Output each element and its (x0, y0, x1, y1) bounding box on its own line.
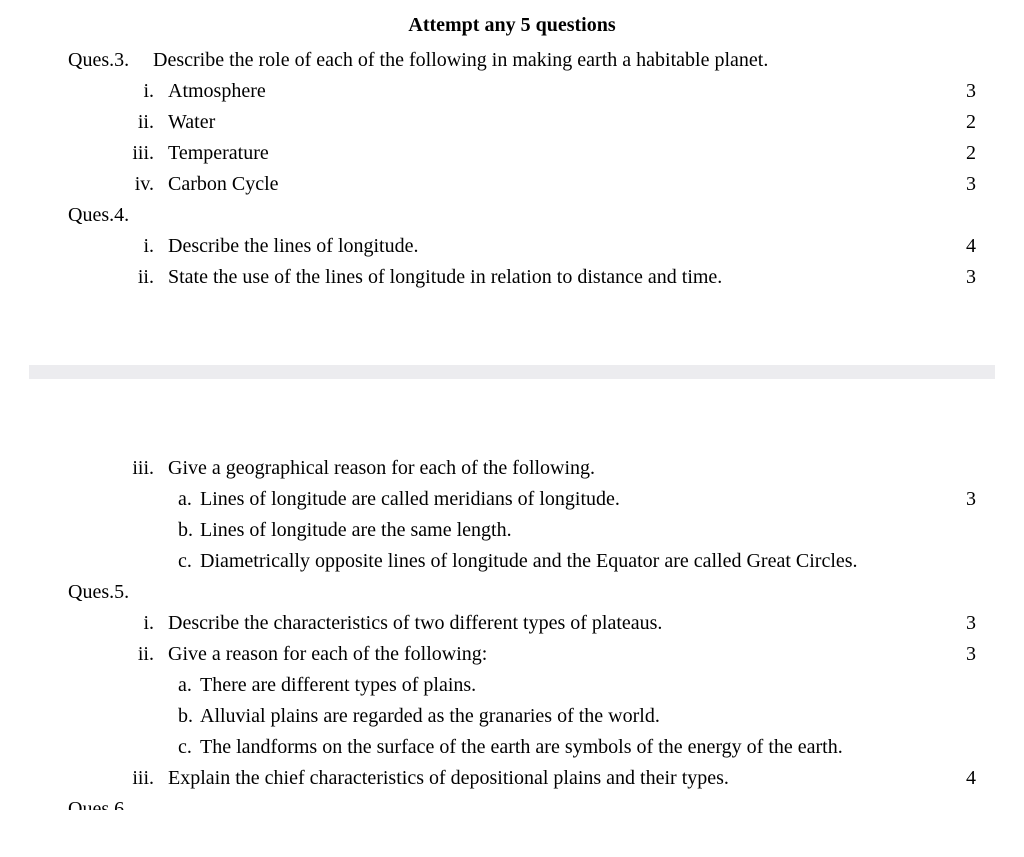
subitem-letter: a. (178, 670, 200, 701)
question-6-cutoff: Ques.6. (48, 794, 976, 810)
subitem-marks: 3 (946, 484, 976, 515)
subitem-text: Alluvial plains are regarded as the gran… (200, 701, 976, 732)
question-3-header: Ques.3. Describe the role of each of the… (48, 45, 976, 76)
item-number: ii. (128, 262, 168, 293)
item-marks: 2 (946, 138, 976, 169)
question-4-label: Ques.4. (68, 200, 148, 231)
item-marks: 3 (946, 608, 976, 639)
q3-item: ii. Water 2 (48, 107, 976, 138)
item-number: i. (128, 231, 168, 262)
item-number: ii. (128, 107, 168, 138)
q5-item: i. Describe the characteristics of two d… (48, 608, 976, 639)
item-number: i. (128, 608, 168, 639)
q3-item: iv. Carbon Cycle 3 (48, 169, 976, 200)
q5-item: ii. Give a reason for each of the follow… (48, 639, 976, 670)
item-marks: 4 (946, 231, 976, 262)
q5-ii-sub: b. Alluvial plains are regarded as the g… (48, 701, 976, 732)
subitem-text: There are different types of plains. (200, 670, 976, 701)
q4-item-iii: iii. Give a geographical reason for each… (48, 453, 976, 484)
q5-ii-sub: a. There are different types of plains. (48, 670, 976, 701)
question-3-label: Ques.3. (68, 45, 148, 76)
q4-iii-sub: a. Lines of longitude are called meridia… (48, 484, 976, 515)
q4-iii-sub: b. Lines of longitude are the same lengt… (48, 515, 976, 546)
subitem-letter: b. (178, 701, 200, 732)
item-marks (946, 453, 976, 484)
item-number: ii. (128, 639, 168, 670)
subitem-letter: a. (178, 484, 200, 515)
item-text: Explain the chief characteristics of dep… (168, 763, 946, 794)
item-text: Temperature (168, 138, 946, 169)
item-number: iii. (128, 763, 168, 794)
item-marks: 3 (946, 639, 976, 670)
item-number: i. (128, 76, 168, 107)
question-5-label: Ques.5. (68, 577, 148, 608)
section-heading: Attempt any 5 questions (48, 10, 976, 41)
subitem-marks (946, 546, 976, 577)
item-text: State the use of the lines of longitude … (168, 262, 946, 293)
subitem-text: Lines of longitude are called meridians … (200, 484, 946, 515)
item-number: iv. (128, 169, 168, 200)
item-text: Describe the lines of longitude. (168, 231, 946, 262)
item-text: Atmosphere (168, 76, 946, 107)
question-5-header: Ques.5. (48, 577, 976, 608)
item-marks: 3 (946, 169, 976, 200)
q4-item: ii. State the use of the lines of longit… (48, 262, 976, 293)
item-text: Give a geographical reason for each of t… (168, 453, 946, 484)
item-marks: 2 (946, 107, 976, 138)
question-4-header: Ques.4. (48, 200, 976, 231)
item-text: Give a reason for each of the following: (168, 639, 946, 670)
item-number: iii. (128, 138, 168, 169)
item-text: Water (168, 107, 946, 138)
q5-item: iii. Explain the chief characteristics o… (48, 763, 976, 794)
question-3-prompt: Describe the role of each of the followi… (153, 49, 768, 71)
subitem-letter: c. (178, 732, 200, 763)
page-separator (29, 365, 994, 379)
q5-ii-sub: c. The landforms on the surface of the e… (48, 732, 976, 763)
item-marks: 3 (946, 76, 976, 107)
q3-item: i. Atmosphere 3 (48, 76, 976, 107)
item-text: Carbon Cycle (168, 169, 946, 200)
q4-iii-sub: c. Diametrically opposite lines of longi… (48, 546, 976, 577)
subitem-text: Diametrically opposite lines of longitud… (200, 546, 946, 577)
item-marks: 4 (946, 763, 976, 794)
subitem-marks (946, 515, 976, 546)
subitem-text: Lines of longitude are the same length. (200, 515, 946, 546)
q3-item: iii. Temperature 2 (48, 138, 976, 169)
item-text: Describe the characteristics of two diff… (168, 608, 946, 639)
subitem-text: The landforms on the surface of the eart… (200, 732, 976, 763)
subitem-letter: c. (178, 546, 200, 577)
item-marks: 3 (946, 262, 976, 293)
q4-item: i. Describe the lines of longitude. 4 (48, 231, 976, 262)
item-number: iii. (128, 453, 168, 484)
subitem-letter: b. (178, 515, 200, 546)
